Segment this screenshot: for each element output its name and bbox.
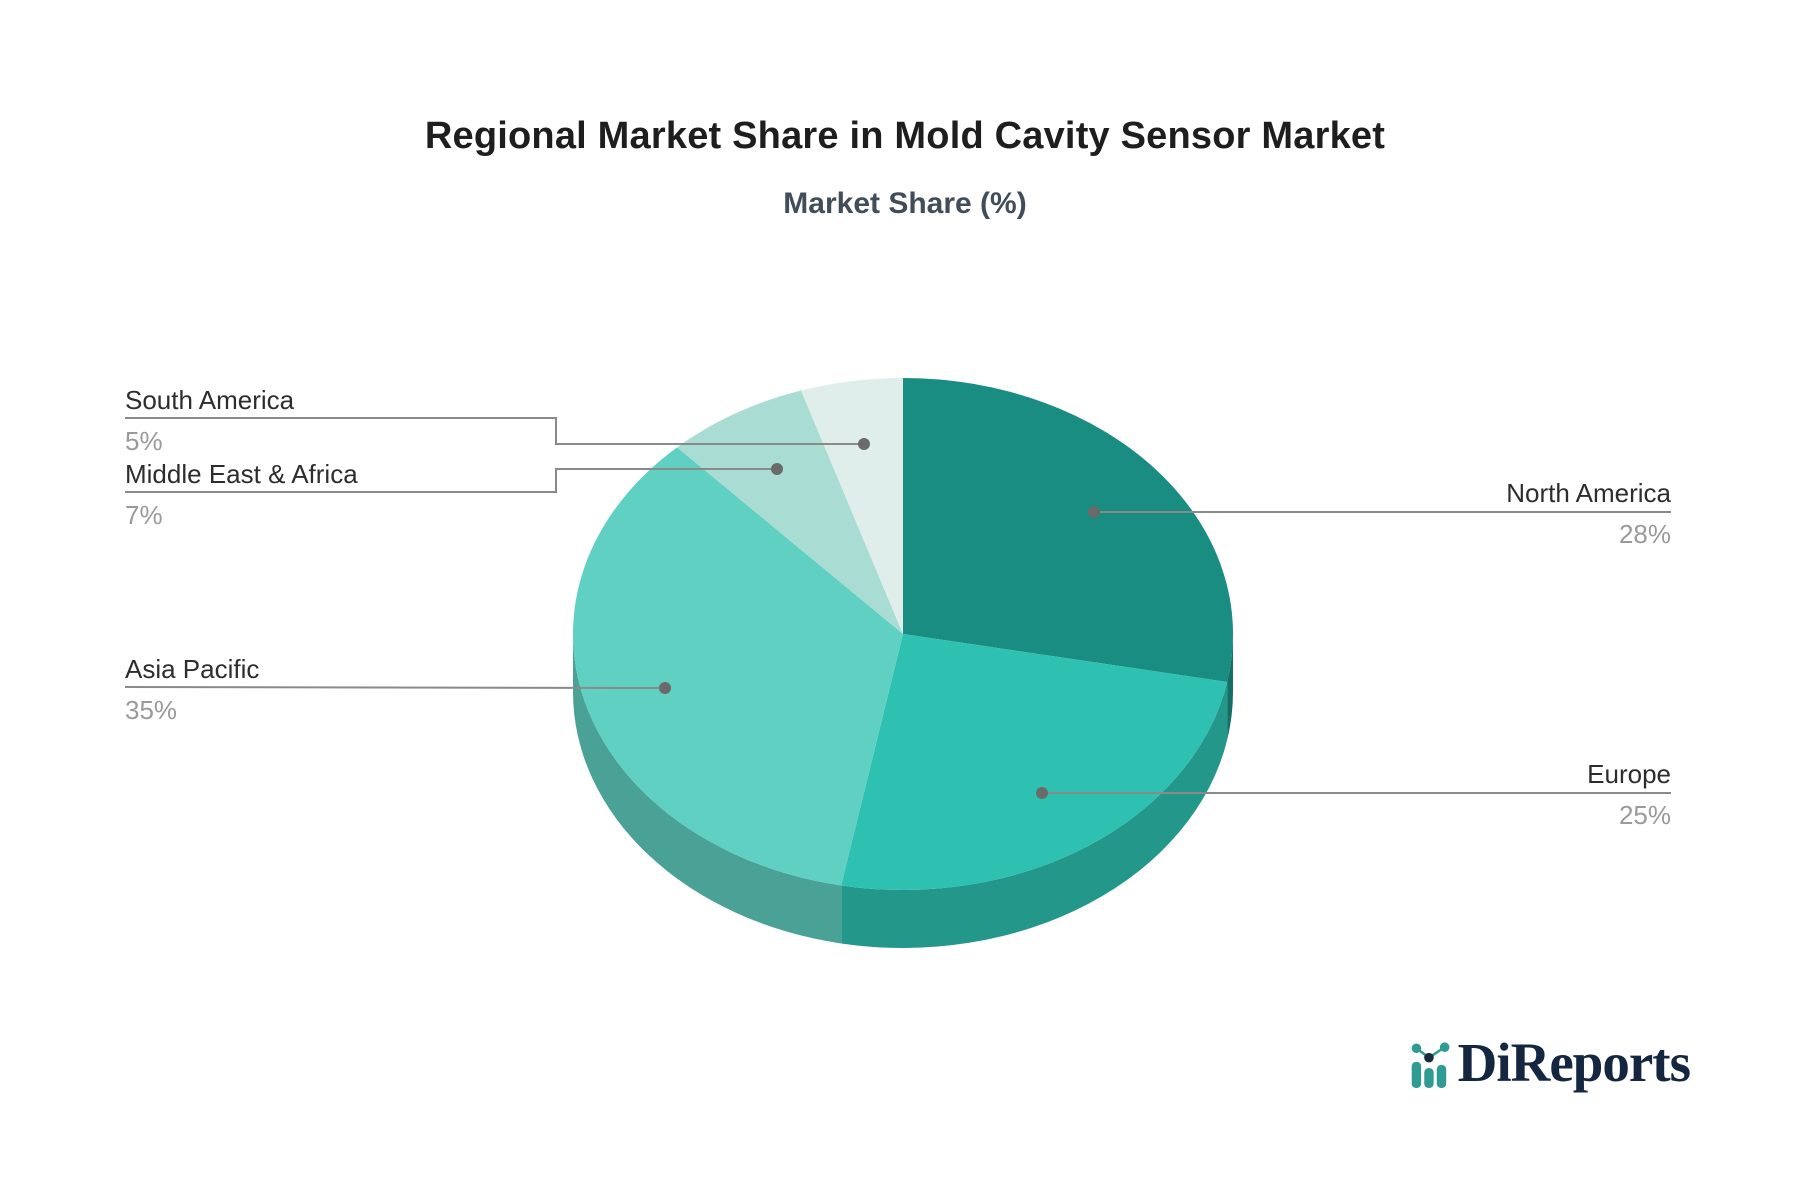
brand-name: DiReports [1457,1032,1691,1093]
pie-slice-middle-east-africa[interactable] [677,390,903,634]
leader-line-middle-east-africa [125,468,777,493]
logo-bar-icon [1423,1068,1434,1088]
callout-europe: Europe 25% [1587,758,1671,832]
logo-dot-icon [1423,1052,1434,1063]
chart-subtitle: Market Share (%) [783,187,1027,220]
logo-bar-icon [1411,1061,1421,1088]
brand-chart-icon [1411,1042,1450,1088]
slice-label-north-america: North America [1506,478,1671,508]
callout-asia-pacific: Asia Pacific 35% [125,653,259,727]
leader-dot-north-america [1088,506,1100,518]
chart-title: Regional Market Share in Mold Cavity Sen… [424,115,1386,157]
pie-slice-side-asia-pacific [573,634,842,944]
brand-logo: DiReports [1408,1032,1691,1093]
callout-north-america: North America 28% [1506,477,1671,551]
pie-slice-south-america[interactable] [801,378,903,634]
leader-line-asia-pacific [124,686,666,689]
pie-slice-asia-pacific[interactable] [573,447,903,886]
slice-label-europe: Europe [1587,759,1671,789]
slice-value-middle-east-africa: 7% [125,500,163,530]
pie-slice-europe[interactable] [841,634,1228,890]
logo-bar-icon [1436,1065,1446,1088]
slice-label-middle-east-africa: Middle East & Africa [125,459,358,489]
logo-dot-icon [1439,1042,1450,1053]
pie-slice-side-europe [841,681,1228,948]
slice-value-asia-pacific: 35% [125,695,178,725]
leader-dot-asia-pacific [659,682,671,694]
slice-value-south-america: 5% [125,426,163,456]
leader-dot-middle-east-africa [771,463,783,475]
pie-slice-north-america[interactable] [903,378,1234,682]
pie-slice-side-north-america [1227,634,1233,740]
logo-dot-icon [1411,1043,1421,1054]
slice-value-north-america: 28% [1618,519,1671,549]
leader-line-south-america [125,417,864,445]
callout-south-america: South America 5% [125,384,294,458]
slice-label-asia-pacific: Asia Pacific [125,654,260,684]
slice-label-south-america: South America [125,385,295,415]
slice-value-europe: 25% [1618,800,1671,830]
leader-dot-europe [1036,787,1048,799]
callout-middle-east-africa: Middle East & Africa 7% [125,458,358,532]
leader-dot-south-america [858,438,870,450]
